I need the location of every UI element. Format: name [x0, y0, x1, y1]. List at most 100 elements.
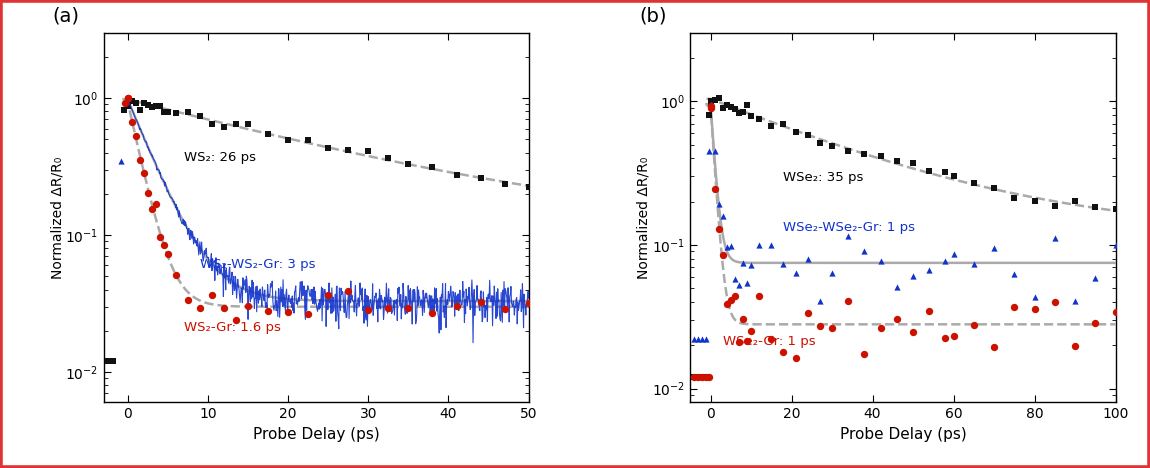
Point	[1045, 234, 1064, 241]
Point	[380, 154, 398, 162]
Point	[823, 324, 842, 332]
Point	[520, 183, 538, 190]
Point	[118, 102, 137, 110]
Point	[726, 106, 744, 113]
Point	[114, 106, 132, 114]
Point	[143, 205, 161, 213]
Point	[856, 350, 874, 358]
Point	[239, 121, 258, 128]
Point	[112, 157, 130, 164]
Point	[689, 373, 707, 381]
Text: WSe₂-WSe₂-Gr: 1 ps: WSe₂-WSe₂-Gr: 1 ps	[783, 221, 915, 234]
Point	[726, 292, 744, 300]
Point	[904, 328, 922, 336]
Point	[178, 109, 197, 116]
Point	[259, 307, 277, 315]
Point	[984, 244, 1003, 251]
Point	[447, 172, 466, 179]
Point	[705, 147, 723, 155]
Point	[191, 304, 209, 311]
Point	[944, 250, 963, 258]
Point	[215, 305, 233, 312]
Point	[710, 200, 728, 207]
Text: WS₂-Gr: 1.6 ps: WS₂-Gr: 1.6 ps	[184, 321, 281, 334]
Point	[167, 272, 185, 279]
Point	[143, 103, 161, 111]
Point	[1005, 270, 1024, 278]
Point	[872, 153, 890, 160]
Point	[359, 307, 377, 314]
Point	[965, 322, 983, 329]
Point	[159, 250, 177, 257]
Text: WSe₂: 35 ps: WSe₂: 35 ps	[783, 171, 864, 184]
Point	[730, 338, 749, 345]
Point	[98, 423, 116, 431]
Point	[936, 334, 954, 342]
Point	[984, 184, 1003, 192]
Point	[1066, 197, 1084, 205]
Point	[399, 161, 417, 168]
Point	[685, 336, 704, 343]
Point	[856, 150, 874, 158]
Point	[811, 322, 829, 329]
Point	[472, 175, 490, 182]
Point	[104, 423, 122, 431]
Point	[738, 101, 757, 109]
Point	[710, 95, 728, 102]
Point	[319, 291, 337, 299]
Point	[689, 373, 707, 381]
Point	[1026, 197, 1044, 205]
Point	[944, 332, 963, 339]
Point	[1045, 298, 1064, 306]
Point	[920, 267, 938, 274]
Point	[965, 261, 983, 268]
Point	[104, 358, 122, 365]
Point	[888, 315, 906, 322]
Point	[339, 146, 358, 154]
Point	[118, 95, 137, 102]
Point	[154, 108, 172, 116]
Point	[734, 315, 752, 323]
Point	[742, 261, 760, 269]
Point	[697, 373, 715, 381]
Point	[1086, 274, 1104, 281]
Point	[762, 241, 781, 249]
Point	[130, 107, 148, 114]
Point	[721, 243, 739, 250]
Point	[872, 324, 890, 331]
Point	[685, 373, 704, 381]
Point	[496, 305, 514, 313]
Point	[1106, 241, 1125, 249]
Point	[135, 169, 153, 176]
Point	[1066, 342, 1084, 350]
Point	[239, 302, 258, 310]
Point	[730, 281, 749, 288]
Point	[798, 132, 816, 139]
Point	[693, 373, 712, 381]
Point	[138, 102, 156, 109]
Point	[742, 327, 760, 335]
Point	[798, 255, 816, 263]
Point	[904, 160, 922, 167]
Point	[278, 137, 297, 144]
Point	[700, 111, 719, 119]
Point	[202, 291, 221, 299]
Point	[151, 234, 169, 241]
Point	[713, 212, 731, 219]
Point	[1045, 203, 1064, 210]
Point	[738, 337, 757, 345]
Point	[726, 276, 744, 283]
Point	[178, 296, 197, 303]
Point	[904, 272, 922, 279]
Point	[984, 343, 1003, 351]
Point	[920, 168, 938, 175]
Point	[278, 308, 297, 316]
Point	[693, 373, 712, 381]
Point	[811, 139, 829, 146]
Point	[1086, 320, 1104, 327]
Point	[738, 279, 757, 286]
Point	[811, 298, 829, 305]
Point	[1026, 305, 1044, 313]
Point	[721, 297, 739, 304]
Point	[774, 260, 792, 268]
